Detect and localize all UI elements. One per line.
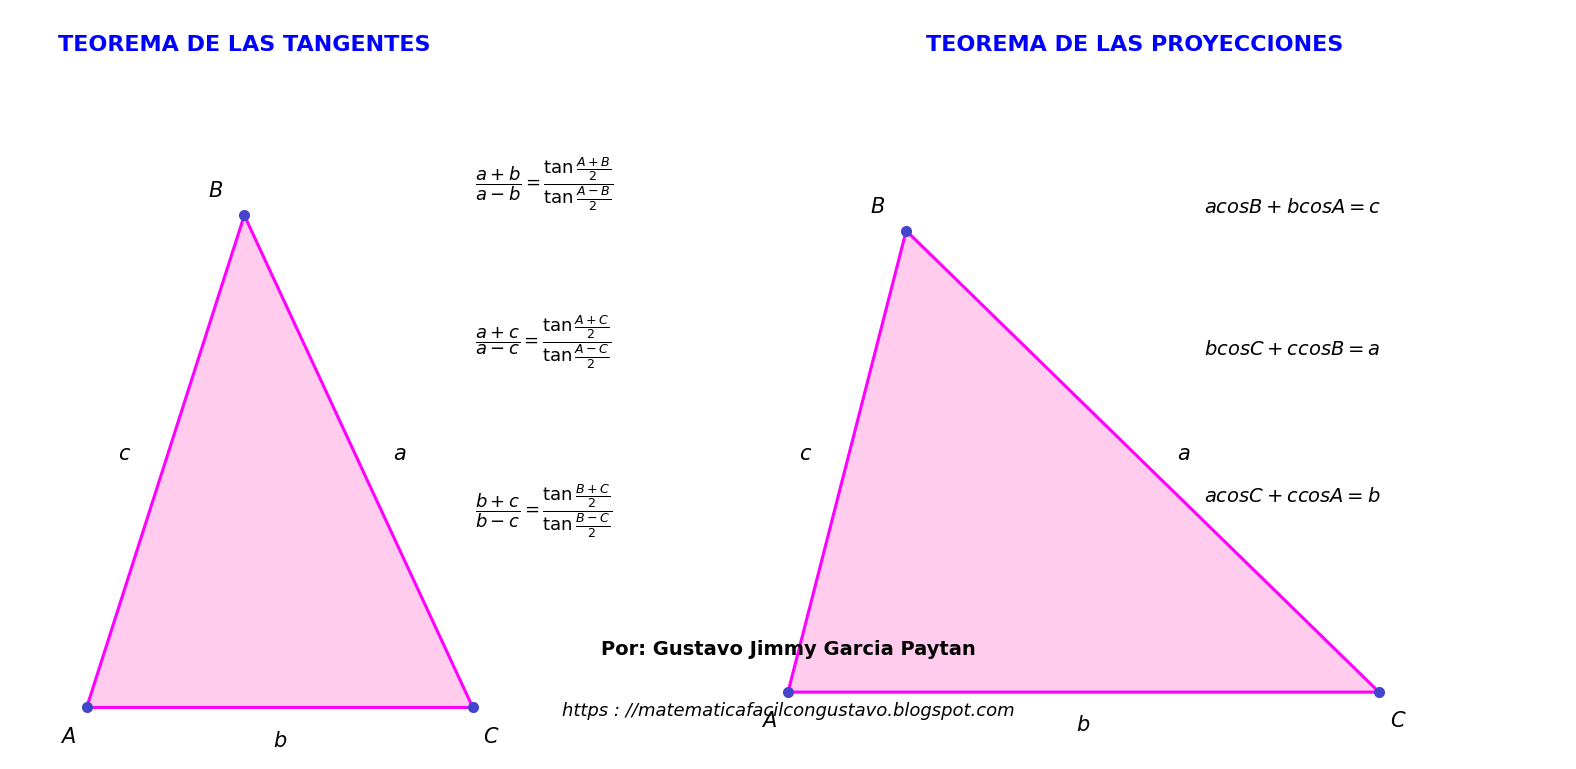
Text: $C$: $C$ [484, 727, 500, 747]
Text: Por: Gustavo Jimmy Garcia Paytan: Por: Gustavo Jimmy Garcia Paytan [600, 641, 976, 659]
Text: $acosB + bcosA = c$: $acosB + bcosA = c$ [1204, 198, 1381, 217]
Text: $c$: $c$ [799, 444, 812, 464]
Polygon shape [87, 215, 473, 707]
Text: TEOREMA DE LAS TANGENTES: TEOREMA DE LAS TANGENTES [58, 35, 430, 55]
Text: $acosC + ccosA = b$: $acosC + ccosA = b$ [1204, 487, 1381, 505]
Polygon shape [788, 231, 1379, 692]
Text: $C$: $C$ [1390, 711, 1406, 731]
Text: $a$: $a$ [392, 444, 407, 464]
Text: $bcosC + ccosB = a$: $bcosC + ccosB = a$ [1204, 341, 1381, 359]
Text: $B$: $B$ [870, 197, 886, 217]
Text: $b$: $b$ [1076, 715, 1091, 735]
Text: TEOREMA DE LAS PROYECCIONES: TEOREMA DE LAS PROYECCIONES [927, 35, 1343, 55]
Text: $\dfrac{a+b}{a-b} = \dfrac{\tan \frac{A+B}{2}}{\tan \frac{A-B}{2}}$: $\dfrac{a+b}{a-b} = \dfrac{\tan \frac{A+… [474, 156, 613, 213]
Text: $A$: $A$ [60, 727, 76, 747]
Text: https : //matematicafacilcongustavo.blogspot.com: https : //matematicafacilcongustavo.blog… [561, 702, 1015, 721]
Text: $\dfrac{a+c}{a-c} = \dfrac{\tan \frac{A+C}{2}}{\tan \frac{A-C}{2}}$: $\dfrac{a+c}{a-c} = \dfrac{\tan \frac{A+… [476, 314, 611, 371]
Text: $c$: $c$ [118, 444, 131, 464]
Text: $\dfrac{b+c}{b-c} = \dfrac{\tan \frac{B+C}{2}}{\tan \frac{B-C}{2}}$: $\dfrac{b+c}{b-c} = \dfrac{\tan \frac{B+… [474, 483, 613, 540]
Text: $a$: $a$ [1177, 444, 1191, 464]
Text: $A$: $A$ [761, 711, 777, 731]
Text: $b$: $b$ [273, 731, 287, 751]
Text: $B$: $B$ [208, 181, 224, 201]
